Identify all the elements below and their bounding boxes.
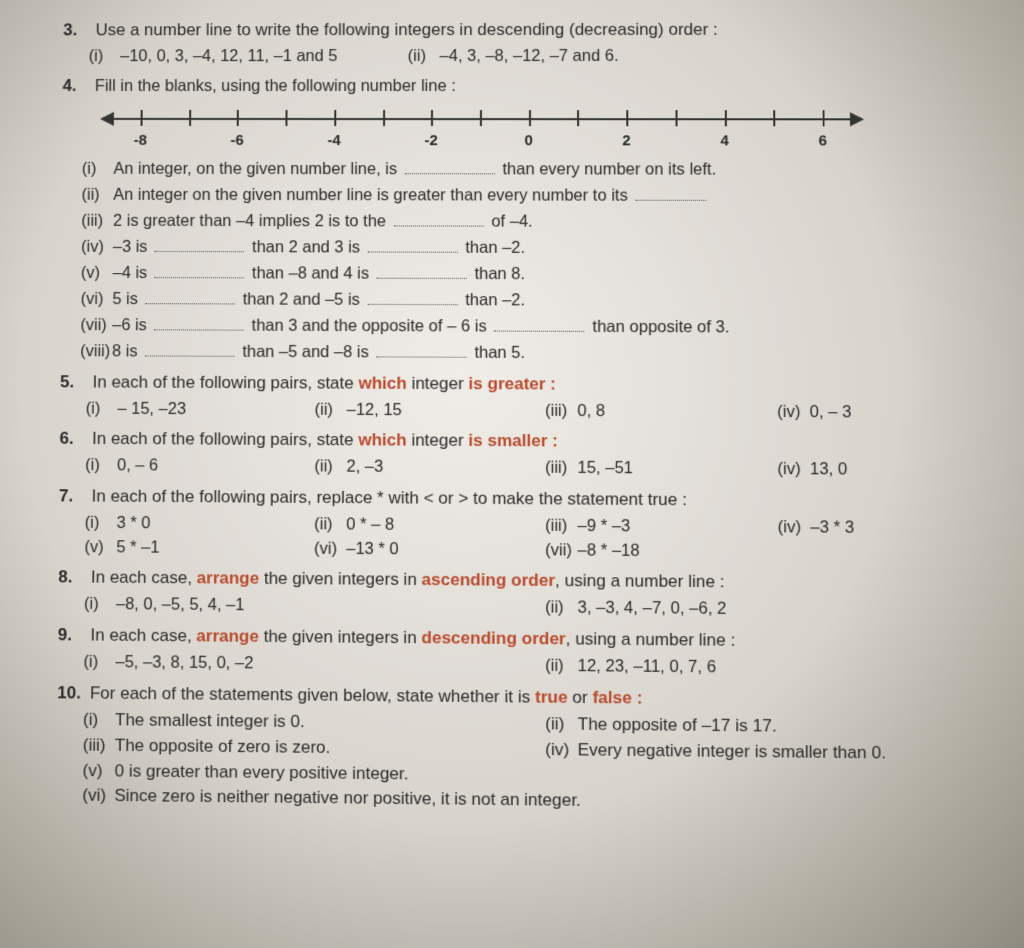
q4-viii: (viii)8 is than –5 and –8 is than 5. bbox=[80, 340, 1010, 368]
q8-num: 8. bbox=[58, 566, 86, 591]
q7-num: 7. bbox=[59, 484, 87, 509]
question-9: 9. In each case, arrange the given integ… bbox=[57, 623, 1013, 683]
q4-v: (v)–4 is than –8 and 4 is than 8. bbox=[81, 262, 1010, 289]
q6-ii: (ii)2, –3 bbox=[314, 455, 545, 481]
q6-iv: (iv)13, 0 bbox=[777, 458, 1011, 484]
tick-label: -2 bbox=[425, 131, 438, 153]
tick-label: -4 bbox=[327, 131, 340, 153]
tick bbox=[141, 110, 143, 126]
axis-line bbox=[102, 118, 862, 120]
q5-i: (i)– 15, –23 bbox=[86, 397, 315, 422]
tick bbox=[431, 111, 433, 127]
question-8: 8. In each case, arrange the given integ… bbox=[58, 566, 1013, 625]
tick bbox=[189, 110, 191, 126]
q6-num: 6. bbox=[59, 427, 87, 452]
q9-i: (i)–5, –3, 8, 15, 0, –2 bbox=[83, 650, 545, 678]
tick bbox=[724, 111, 726, 127]
q5-stem: In each of the following pairs, state wh… bbox=[92, 370, 1009, 399]
q4-vi: (vi)5 is than 2 and –5 is than –2. bbox=[81, 288, 1010, 315]
q4-i: (i)An integer, on the given number line,… bbox=[82, 158, 1009, 183]
question-4: 4. Fill in the blanks, using the followi… bbox=[60, 75, 1010, 368]
q4-iv: (iv)–3 is than 2 and 3 is than –2. bbox=[81, 236, 1009, 262]
q7-iv: (iv)–3 * 3 bbox=[778, 516, 1012, 542]
q6-iii: (iii)15, –51 bbox=[545, 457, 777, 483]
tick bbox=[529, 111, 531, 127]
tick bbox=[773, 111, 775, 127]
question-7: 7. In each of the following pairs, repla… bbox=[58, 484, 1012, 566]
tick-label: 2 bbox=[622, 131, 630, 153]
q5-ii: (ii)–12, 15 bbox=[315, 398, 546, 423]
tick bbox=[334, 111, 336, 127]
q7-stem: In each of the following pairs, replace … bbox=[92, 484, 1011, 515]
tick-label: -8 bbox=[134, 130, 147, 152]
arrow-right-icon bbox=[850, 113, 864, 127]
q3-stem: Use a number line to write the following… bbox=[95, 18, 1006, 43]
q6-stem: In each of the following pairs, state wh… bbox=[92, 427, 1010, 457]
tick bbox=[823, 111, 825, 127]
q9-ii: (ii)12, 23, –11, 0, 7, 6 bbox=[545, 654, 1013, 683]
tick bbox=[480, 111, 482, 127]
q4-stem: Fill in the blanks, using the following … bbox=[95, 75, 1007, 99]
q4-iii: (iii)2 is greater than –4 implies 2 is t… bbox=[81, 210, 1009, 236]
tick bbox=[578, 111, 580, 127]
tick bbox=[237, 110, 239, 126]
number-line: -8 -6 -4 -2 0 2 4 6 bbox=[102, 106, 863, 151]
tick bbox=[286, 110, 288, 126]
q5-iii: (iii)0, 8 bbox=[545, 399, 777, 424]
tick-label: 6 bbox=[819, 131, 828, 153]
tick-label: 4 bbox=[720, 131, 728, 153]
q5-num: 5. bbox=[60, 370, 88, 395]
tick-label: 0 bbox=[525, 131, 533, 153]
q6-i: (i)0, – 6 bbox=[85, 454, 314, 480]
q8-ii: (ii)3, –3, 4, –7, 0, –6, 2 bbox=[545, 596, 1013, 624]
arrow-left-icon bbox=[100, 112, 114, 126]
tick bbox=[675, 111, 677, 127]
q7-ii: (ii)0 * – 8 bbox=[314, 513, 545, 539]
q9-num: 9. bbox=[58, 623, 86, 648]
q7-i: (i)3 * 0 bbox=[85, 511, 315, 537]
q4-num: 4. bbox=[63, 75, 91, 99]
q5-iv: (iv)0, – 3 bbox=[777, 400, 1011, 426]
tick bbox=[383, 111, 385, 127]
q4-vii: (vii)–6 is than 3 and the opposite of – … bbox=[80, 314, 1010, 342]
q3-opt-ii: (ii)–4, 3, –8, –12, –7 and 6. bbox=[408, 45, 619, 69]
q8-i: (i)–8, 0, –5, 5, 4, –1 bbox=[84, 593, 545, 621]
tick-label: -6 bbox=[230, 130, 243, 152]
question-3: 3. Use a number line to write the follow… bbox=[63, 18, 1008, 69]
question-6: 6. In each of the following pairs, state… bbox=[59, 427, 1011, 484]
q3-num: 3. bbox=[63, 18, 91, 42]
question-10: 10. For each of the statements given bel… bbox=[56, 681, 1014, 819]
q7-iii: (iii)–9 * –3 bbox=[545, 514, 778, 540]
q7-vi: (vi)–13 * 0 bbox=[314, 537, 545, 563]
question-5: 5. In each of the following pairs, state… bbox=[60, 370, 1011, 426]
tick bbox=[626, 111, 628, 127]
q10-num: 10. bbox=[57, 681, 85, 706]
q7-v: (v)5 * –1 bbox=[84, 535, 314, 561]
q7-vii: (vii)–8 * –18 bbox=[545, 539, 778, 565]
q3-opt-i: (i)–10, 0, 3, –4, 12, 11, –1 and 5 bbox=[89, 45, 338, 69]
q4-ii: (ii)An integer on the given number line … bbox=[81, 184, 1008, 210]
